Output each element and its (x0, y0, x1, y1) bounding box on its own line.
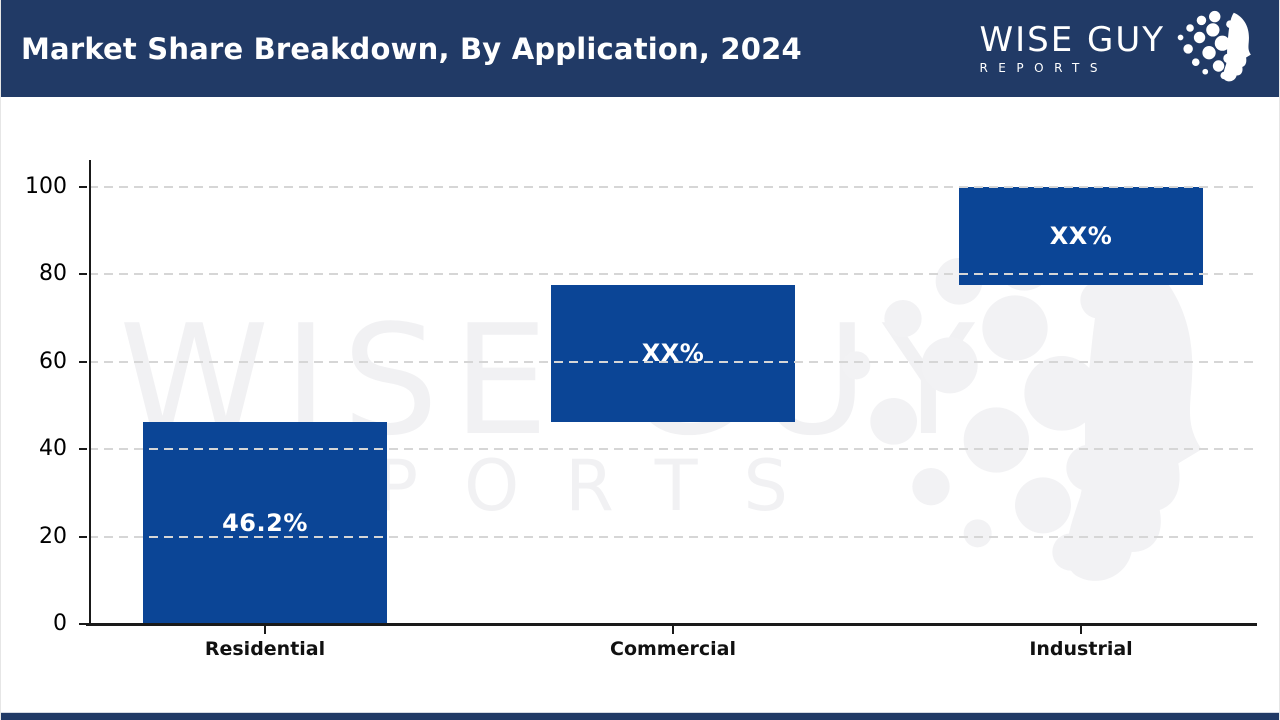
logo-subtext: REPORTS (979, 61, 1108, 75)
y-axis-tick (79, 535, 87, 538)
y-tick-label: 0 (53, 611, 67, 636)
footer-bar (1, 712, 1279, 720)
gridline (89, 535, 1257, 538)
x-axis-tick (672, 626, 674, 634)
y-tick-label: 80 (39, 261, 67, 286)
y-axis-tick (79, 185, 87, 188)
plot-area: 0 20 40 60 80 100 46.2% XX% XX% Residential Commer… (25, 160, 1257, 660)
y-tick-label: 40 (39, 436, 67, 461)
x-axis-baseline (86, 623, 1257, 626)
y-tick-label: 60 (39, 348, 67, 374)
gridline (89, 448, 1257, 450)
page-title: Market Share Breakdown, By Application, … (21, 31, 802, 66)
x-axis-tick (264, 626, 266, 634)
bar-industrial: XX% (959, 186, 1203, 285)
y-axis-tick (79, 623, 87, 625)
x-tick-label-residential: Residential (204, 638, 326, 660)
y-axis-tick (79, 273, 87, 275)
x-axis-tick (1080, 626, 1082, 634)
gridline (89, 185, 1257, 188)
brand-logo: WISE GUY REPORTS (979, 9, 1253, 89)
y-axis-spine (89, 160, 91, 624)
logo-text: WISE GUY REPORTS (979, 23, 1165, 74)
header: Market Share Breakdown, By Application, … (1, 0, 1279, 97)
x-tick-label-commercial: Commercial (610, 638, 736, 660)
y-axis-tick (79, 360, 87, 363)
x-tick-label-industrial: Industrial (1029, 638, 1133, 660)
bar-value-label: XX% (641, 339, 705, 368)
bar-residential: 46.2% (143, 421, 387, 624)
gridline (89, 273, 1257, 275)
y-tick-label: 100 (25, 173, 67, 199)
bar-value-label: 46.2% (222, 508, 308, 537)
gridline (89, 360, 1257, 363)
dotted-face-icon (1167, 9, 1253, 89)
bar-value-label: XX% (1049, 221, 1113, 250)
y-tick-label: 20 (39, 523, 67, 549)
logo-wordmark: WISE GUY (979, 20, 1165, 60)
bar-commercial: XX% (551, 284, 795, 422)
y-axis-tick (79, 448, 87, 450)
chart: WISE GUY REPORTS 0 20 40 60 80 100 46.2% XX% XX%… (1, 97, 1279, 713)
